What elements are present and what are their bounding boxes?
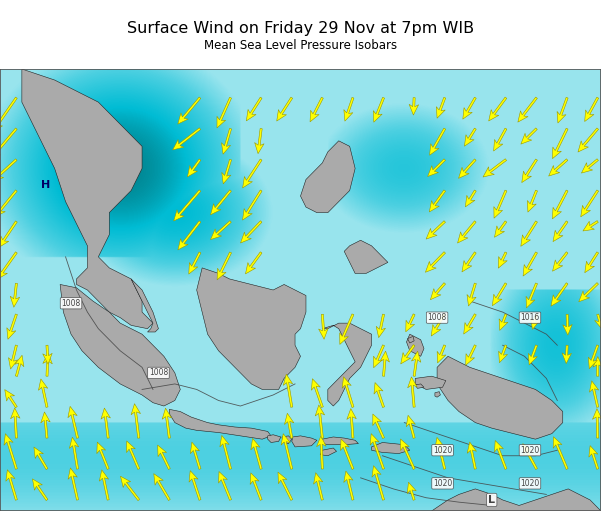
Text: Mean Sea Level Pressure Isobars: Mean Sea Level Pressure Isobars [204, 39, 397, 53]
Text: 1016: 1016 [520, 313, 540, 322]
Polygon shape [344, 240, 388, 273]
Polygon shape [60, 285, 180, 406]
Text: 1020: 1020 [520, 446, 540, 455]
Text: 1020: 1020 [433, 479, 452, 488]
Polygon shape [415, 376, 446, 389]
Polygon shape [432, 489, 601, 511]
Polygon shape [322, 323, 371, 406]
Text: L: L [488, 495, 495, 505]
Polygon shape [197, 268, 306, 389]
Polygon shape [131, 279, 159, 332]
Text: H: H [41, 180, 50, 190]
Polygon shape [407, 336, 414, 343]
Polygon shape [371, 443, 410, 454]
Text: 1020: 1020 [520, 479, 540, 488]
Text: Surface Wind on Friday 29 Nov at 7pm WIB: Surface Wind on Friday 29 Nov at 7pm WIB [127, 20, 474, 36]
Polygon shape [319, 437, 358, 445]
Text: 1008: 1008 [149, 368, 168, 377]
Polygon shape [169, 409, 271, 439]
Text: 1008: 1008 [427, 313, 447, 322]
Polygon shape [22, 69, 153, 329]
Polygon shape [435, 391, 441, 397]
Polygon shape [282, 436, 291, 444]
Polygon shape [415, 384, 424, 388]
Polygon shape [320, 448, 337, 456]
Text: 1008: 1008 [61, 299, 81, 308]
Text: 1020: 1020 [433, 446, 452, 455]
Polygon shape [300, 141, 355, 213]
Polygon shape [406, 334, 424, 356]
Polygon shape [267, 435, 281, 443]
Polygon shape [437, 356, 563, 439]
Polygon shape [291, 436, 317, 447]
